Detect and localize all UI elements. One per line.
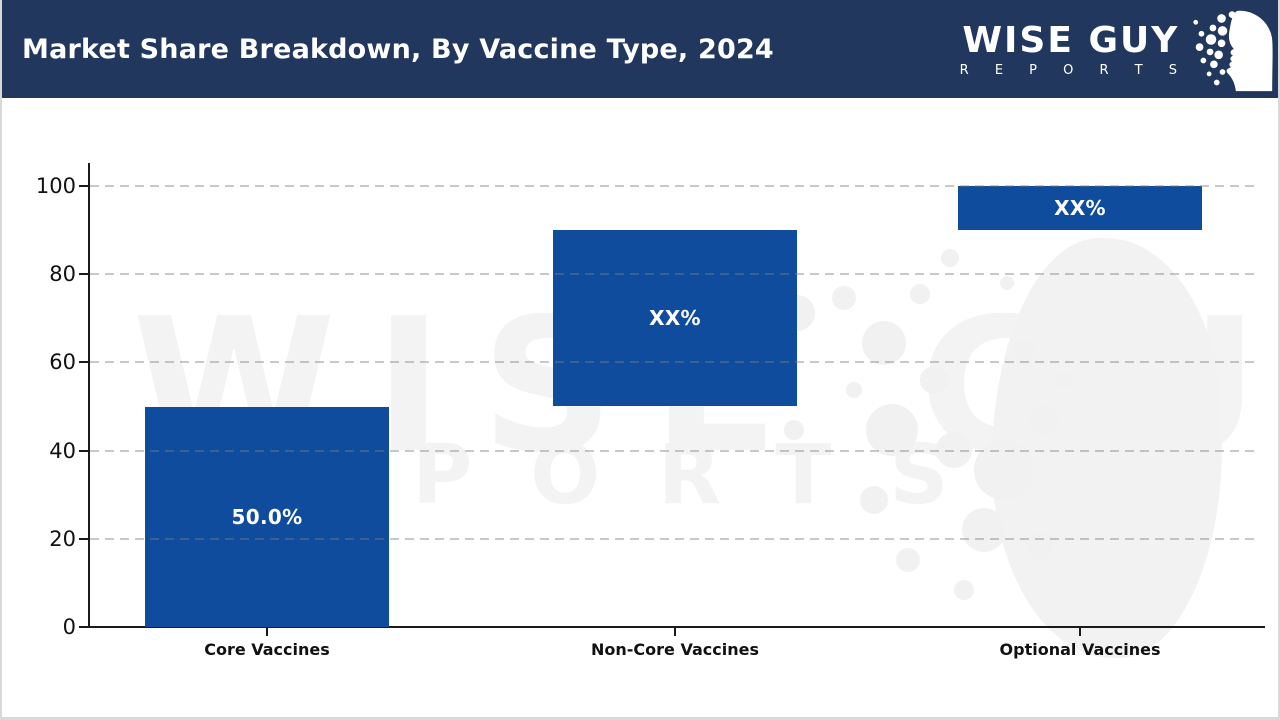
y-tick-label-0: 0 [62,615,76,639]
gridline-100 [90,185,1260,187]
bar-optional-vaccines: XX% [958,186,1202,231]
dotted-head-profile-icon [1193,10,1273,92]
watermark-dot [832,286,856,310]
watermark-dot [896,548,920,572]
gridline-40 [90,449,1260,452]
y-tick-label-100: 100 [35,174,76,198]
watermark-dot [910,284,930,304]
bar-value-label: XX% [649,306,701,331]
y-axis-line [88,163,90,627]
watermark-dot [954,580,974,600]
x-category-label: Core Vaccines [204,640,330,659]
x-category-label: Optional Vaccines [999,640,1161,659]
watermark-dot [962,508,1006,552]
watermark-dot [1000,276,1014,290]
watermark-dot [1026,532,1054,560]
market-share-bar-chart: WISE GUY REPORTS 02040608010050.0%XX%XX%… [2,98,1278,717]
y-tick-0 [79,626,88,628]
logo-wordmark: WISE GUY [962,19,1180,61]
y-tick-label-60: 60 [49,350,76,375]
bar-non-core-vaccines: XX% [553,230,797,407]
watermark-dot [862,321,906,365]
y-tick-label-80: 80 [49,262,76,287]
watermark-dot [941,249,959,267]
logo-text: WISE GUY R E P O R T S [954,19,1188,78]
x-tick-1 [674,628,676,636]
wise-guy-reports-logo: WISE GUY R E P O R T S [954,6,1276,94]
bar-core-vaccines: 50.0% [145,406,389,627]
watermark-dot [784,420,804,440]
watermark-dot [866,404,918,456]
y-tick-60 [79,361,88,364]
watermark-dot [1012,338,1036,362]
x-tick-0 [266,628,268,636]
bar-value-label: XX% [1054,196,1106,221]
gridline-80 [90,273,1260,276]
logo-subtitle: R E P O R T S [959,62,1188,78]
watermark-dot [1054,370,1074,390]
watermark-head-shape [992,238,1222,658]
watermark-dot [920,366,948,394]
watermark-dot [846,382,862,398]
bar-value-label: 50.0% [231,504,303,529]
y-tick-80 [79,273,88,276]
watermark-dot [860,486,888,514]
page-title: Market Share Breakdown, By Vaccine Type,… [22,33,774,65]
y-tick-20 [79,537,88,540]
x-category-label: Non-Core Vaccines [591,640,759,659]
header-bar: Market Share Breakdown, By Vaccine Type,… [2,0,1278,98]
watermark-dot [1028,404,1060,436]
y-tick-label-40: 40 [49,438,76,463]
y-tick-label-20: 20 [49,526,76,551]
x-axis-line [87,626,1265,628]
y-tick-100 [79,185,88,187]
y-tick-40 [79,449,88,452]
x-tick-2 [1079,628,1081,636]
gridline-20 [90,537,1260,540]
gridline-60 [90,361,1260,364]
